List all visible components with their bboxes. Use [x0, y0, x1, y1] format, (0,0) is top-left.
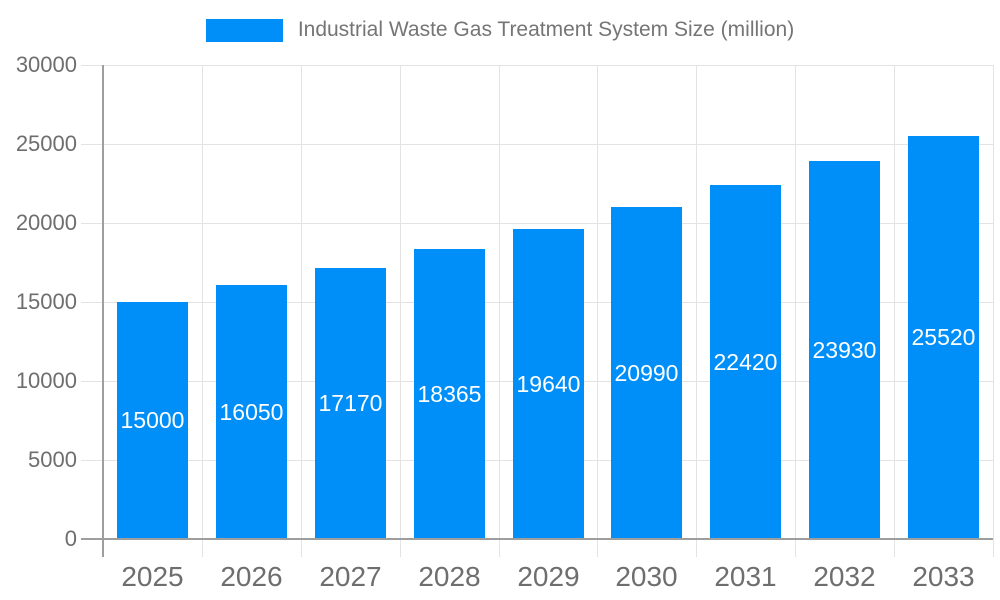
bar-value-label: 25520 — [911, 324, 976, 350]
gridline — [696, 65, 697, 557]
x-axis-tick-label: 2029 — [517, 561, 580, 592]
gridline — [81, 144, 993, 145]
gridline — [795, 65, 796, 557]
legend-swatch-icon — [205, 18, 283, 42]
bar-2030[interactable]: 20990 — [611, 207, 682, 539]
x-axis-tick-label: 2031 — [714, 561, 777, 592]
x-axis-tick-label: 2026 — [220, 561, 283, 592]
bar-value-label: 16050 — [219, 398, 284, 425]
x-axis-tick-label: 2025 — [121, 561, 184, 592]
y-axis-tick-label: 30000 — [15, 52, 77, 77]
bar-value-label: 23930 — [812, 336, 877, 363]
bar-value-label: 15000 — [120, 407, 185, 433]
bar-2028[interactable]: 18365 — [414, 249, 485, 539]
legend: Industrial Waste Gas Treatment System Si… — [0, 18, 1000, 42]
y-axis-tick-label: 10000 — [15, 368, 77, 393]
bar-2025[interactable]: 15000 — [117, 302, 188, 539]
bar-value-label: 19640 — [516, 370, 581, 397]
x-axis-tick-label: 2030 — [615, 561, 678, 592]
x-axis-line — [81, 538, 993, 540]
gridline — [993, 65, 994, 557]
y-axis-tick-label: 5000 — [28, 447, 77, 472]
bar-2026[interactable]: 16050 — [216, 285, 287, 539]
bar-2033[interactable]: 25520 — [908, 136, 979, 539]
bar-2027[interactable]: 17170 — [315, 268, 386, 539]
gridline — [301, 65, 302, 557]
gridline — [202, 65, 203, 557]
gridline — [400, 65, 401, 557]
x-axis-tick-label: 2028 — [418, 561, 481, 592]
bar-2032[interactable]: 23930 — [809, 161, 880, 539]
y-axis-tick-label: 0 — [64, 526, 77, 551]
bar-2031[interactable]: 22420 — [710, 185, 781, 539]
bar-value-label: 17170 — [318, 390, 383, 416]
bar-value-label: 18365 — [417, 380, 482, 407]
gridline — [597, 65, 598, 557]
legend-label: Industrial Waste Gas Treatment System Si… — [297, 18, 795, 41]
gridline — [894, 65, 895, 557]
gridline — [499, 65, 500, 557]
y-axis-tick-label: 25000 — [15, 131, 77, 156]
x-axis-tick-label: 2027 — [319, 561, 382, 592]
y-axis-tick-label: 15000 — [15, 289, 77, 314]
x-axis-tick-label: 2033 — [912, 561, 975, 592]
bar-value-label: 22420 — [713, 348, 778, 375]
bar-2029[interactable]: 19640 — [513, 229, 584, 539]
bar-value-label: 20990 — [614, 359, 679, 386]
gridline — [81, 65, 993, 66]
y-axis-line — [102, 65, 104, 557]
gridline — [81, 223, 993, 224]
y-axis-tick-label: 20000 — [15, 210, 77, 235]
legend-item[interactable]: Industrial Waste Gas Treatment System Si… — [205, 18, 795, 42]
x-axis-tick-label: 2032 — [813, 561, 876, 592]
